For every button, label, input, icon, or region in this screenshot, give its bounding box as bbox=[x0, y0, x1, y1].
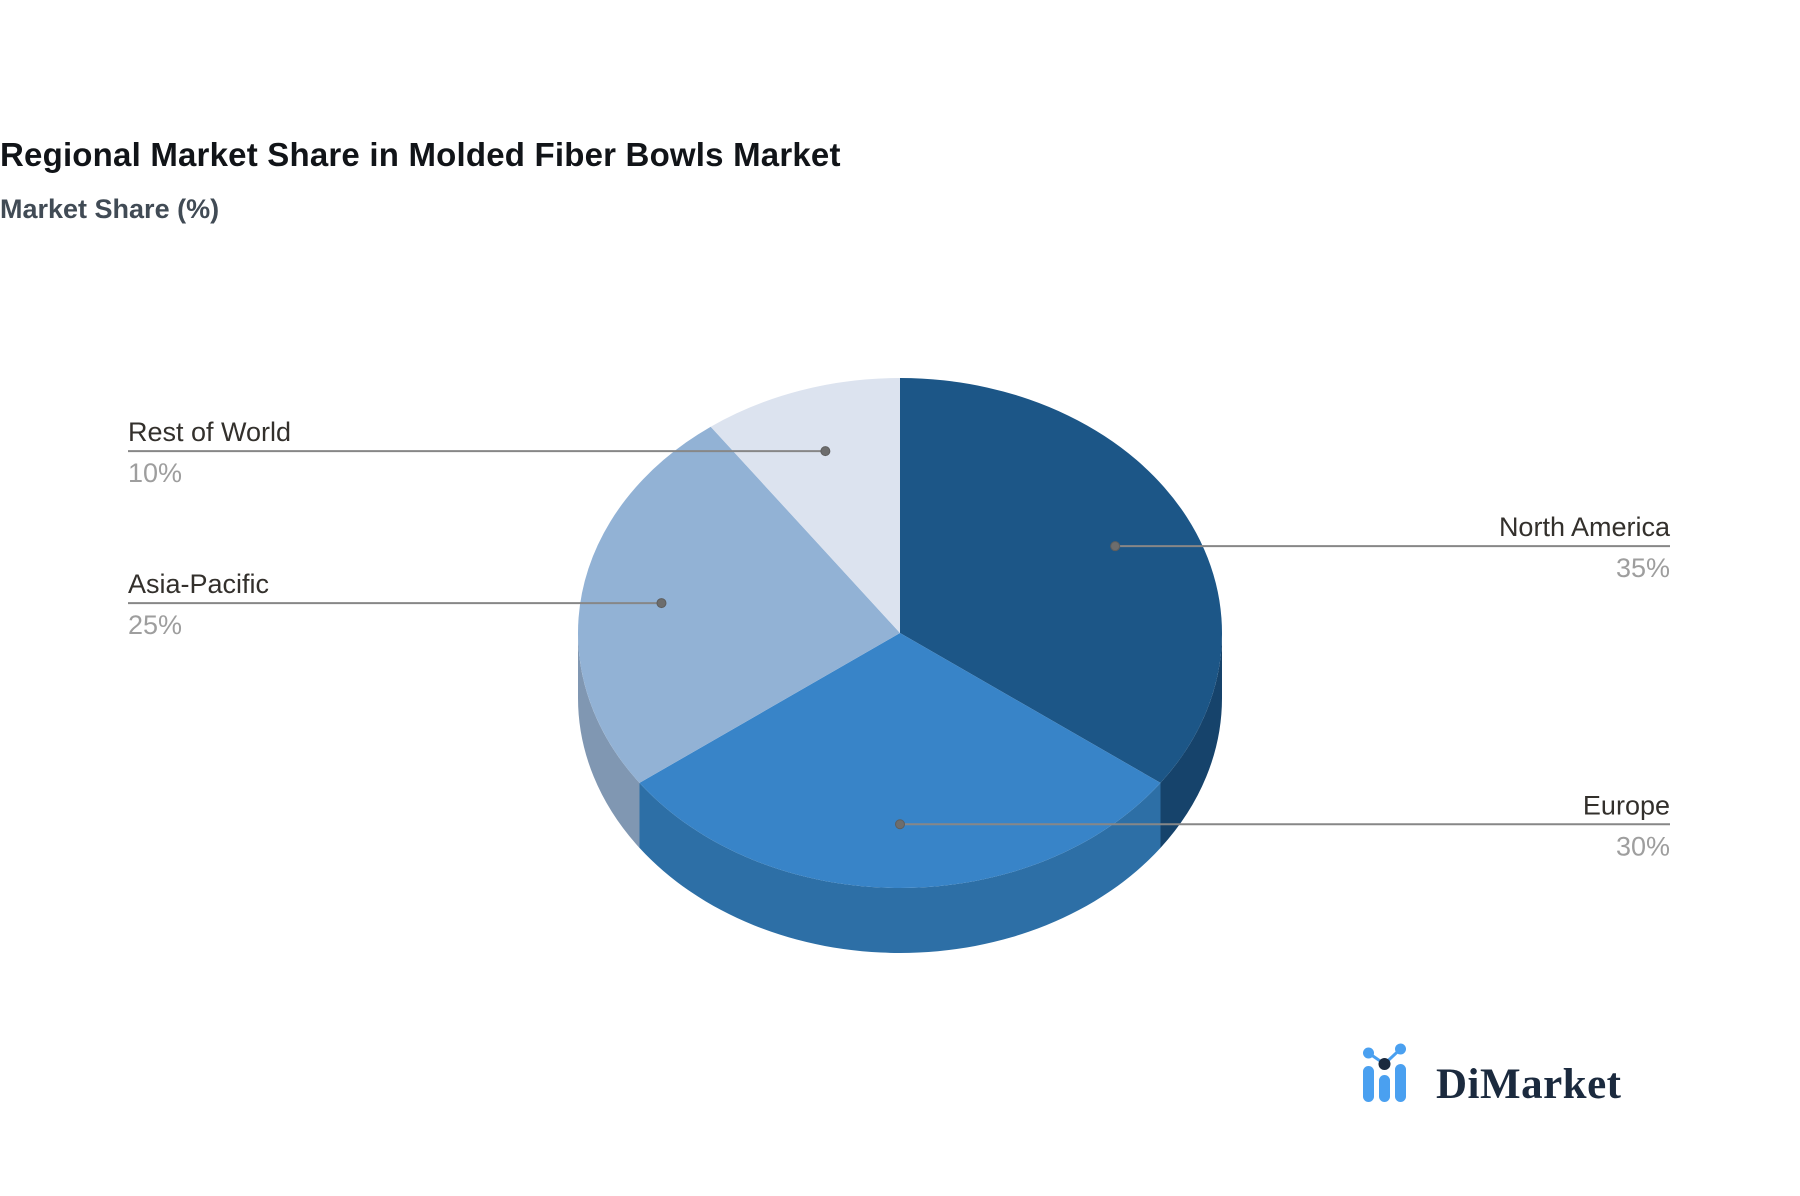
slice-percent: 25% bbox=[128, 610, 182, 640]
slice-percent: 10% bbox=[128, 458, 182, 488]
slice-percent: 30% bbox=[1616, 831, 1670, 861]
slice-label: Europe bbox=[1583, 790, 1670, 820]
page-subtitle: Market Share (%) bbox=[0, 194, 220, 224]
pie-slice-asia-pacific bbox=[577, 426, 900, 783]
leader-dot bbox=[1110, 541, 1121, 552]
slice-label: Rest of World bbox=[128, 417, 291, 447]
slice-label: Asia-Pacific bbox=[128, 569, 269, 599]
slice-percent: 35% bbox=[1616, 553, 1670, 583]
bar-line-chart-icon bbox=[1363, 1043, 1406, 1102]
logo: DiMarket bbox=[1360, 1038, 1622, 1108]
pie-slice-rest-of-world bbox=[710, 378, 900, 633]
leader-dot bbox=[895, 819, 905, 830]
leader-dot bbox=[656, 598, 667, 609]
slice-label: North America bbox=[1499, 512, 1671, 542]
page-title: Regional Market Share in Molded Fiber Bo… bbox=[0, 136, 841, 173]
pie-slice-side-europe bbox=[639, 782, 1161, 954]
pie-slice-side-north-america bbox=[1160, 633, 1222, 848]
pie-slice-north-america bbox=[900, 378, 1223, 783]
logo-text: DiMarket bbox=[1436, 1061, 1622, 1108]
leader-dot bbox=[820, 446, 831, 457]
pie-slice-side-asia-pacific bbox=[578, 633, 640, 848]
